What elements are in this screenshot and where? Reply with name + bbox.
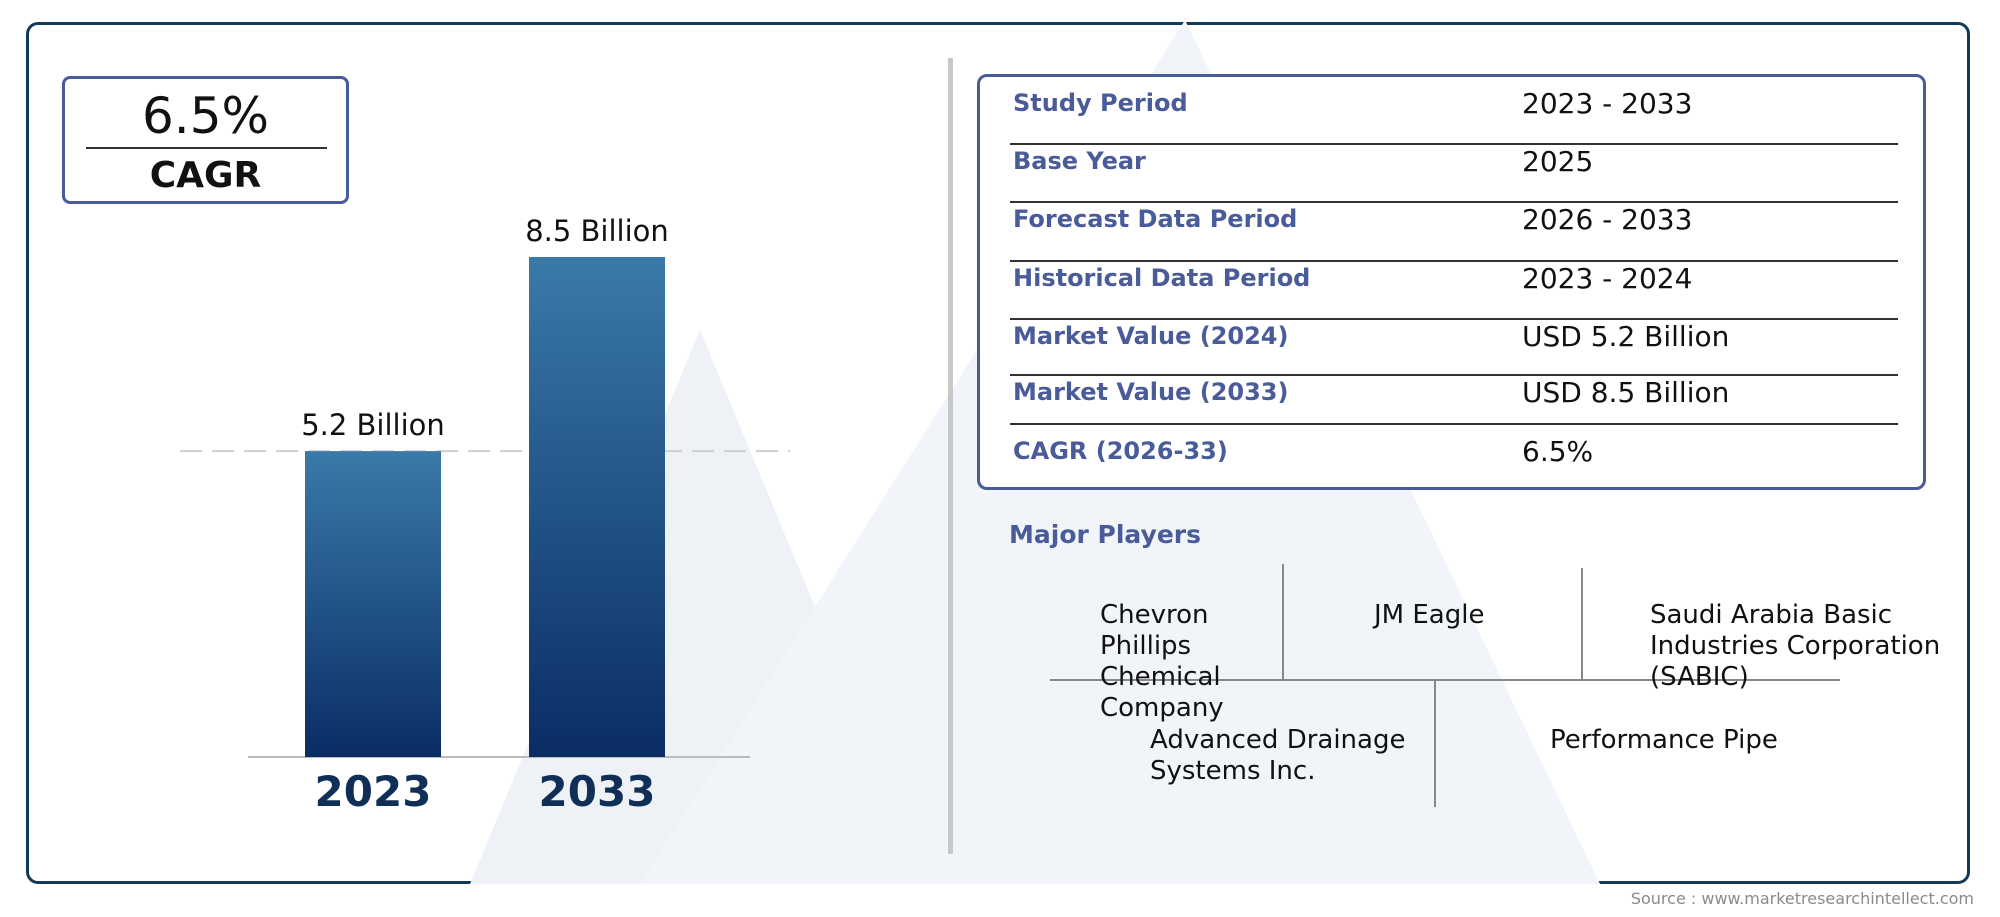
row-separator — [1010, 201, 1898, 203]
panel-divider — [948, 58, 953, 854]
category-label: 2033 — [539, 767, 656, 816]
row-value: 2025 — [1522, 145, 1594, 178]
row-value: 2026 - 2033 — [1522, 203, 1693, 236]
table-row: Market Value (2024) USD 5.2 Billion — [980, 310, 1923, 368]
player-performance-pipe: Performance Pipe — [1550, 725, 1778, 755]
bar-value-label: 8.5 Billion — [525, 214, 669, 248]
row-label: Forecast Data Period — [1013, 205, 1298, 233]
row-separator — [1010, 143, 1898, 145]
player-jm-eagle: JM Eagle — [1374, 600, 1485, 630]
table-row: Market Value (2033) USD 8.5 Billion — [980, 366, 1923, 424]
row-separator — [1010, 318, 1898, 320]
connector-line — [1050, 679, 1840, 681]
row-label: CAGR (2026-33) — [1013, 437, 1228, 465]
cagr-badge: 6.5% CAGR — [62, 76, 349, 204]
row-label: Study Period — [1013, 89, 1188, 117]
connector-line — [1581, 568, 1583, 679]
table-row: Base Year 2025 — [980, 135, 1923, 193]
connector-line — [1434, 679, 1436, 807]
player-sabic: Saudi Arabia Basic Industries Corporatio… — [1650, 600, 1941, 692]
player-chevron-phillips: Chevron Phillips Chemical Company — [1100, 600, 1224, 723]
major-players-heading: Major Players — [1009, 520, 1201, 549]
row-value: 6.5% — [1522, 435, 1594, 468]
row-value: 2023 - 2033 — [1522, 87, 1693, 120]
row-label: Market Value (2024) — [1013, 322, 1289, 350]
row-separator — [1010, 423, 1898, 425]
table-row: Historical Data Period 2023 - 2024 — [980, 252, 1923, 310]
cagr-value: 6.5% — [141, 87, 270, 145]
connector-line — [1282, 564, 1284, 679]
row-separator — [1010, 260, 1898, 262]
bar-value-label: 5.2 Billion — [301, 408, 445, 442]
study-info-table: Study Period 2023 - 2033 Base Year 2025 Fore… — [977, 74, 1926, 490]
table-row: Forecast Data Period 2026 - 2033 — [980, 193, 1923, 251]
table-row: Study Period 2023 - 2033 — [980, 77, 1923, 135]
row-value: 2023 - 2024 — [1522, 262, 1693, 295]
row-value: USD 5.2 Billion — [1522, 320, 1730, 353]
row-label: Historical Data Period — [1013, 264, 1311, 292]
cagr-label: CAGR — [149, 155, 262, 196]
bar-2033 — [529, 257, 665, 757]
row-label: Base Year — [1013, 147, 1146, 175]
row-separator — [1010, 374, 1898, 376]
source-credit: Source : www.marketresearchintellect.com — [1630, 889, 1974, 908]
bar-2023 — [305, 451, 441, 757]
category-label: 2023 — [315, 767, 432, 816]
player-advanced-drainage: Advanced Drainage Systems Inc. — [1150, 725, 1406, 786]
row-value: USD 8.5 Billion — [1522, 376, 1730, 409]
cagr-divider — [86, 147, 327, 149]
row-label: Market Value (2033) — [1013, 378, 1289, 406]
table-row: CAGR (2026-33) 6.5% — [980, 425, 1923, 483]
